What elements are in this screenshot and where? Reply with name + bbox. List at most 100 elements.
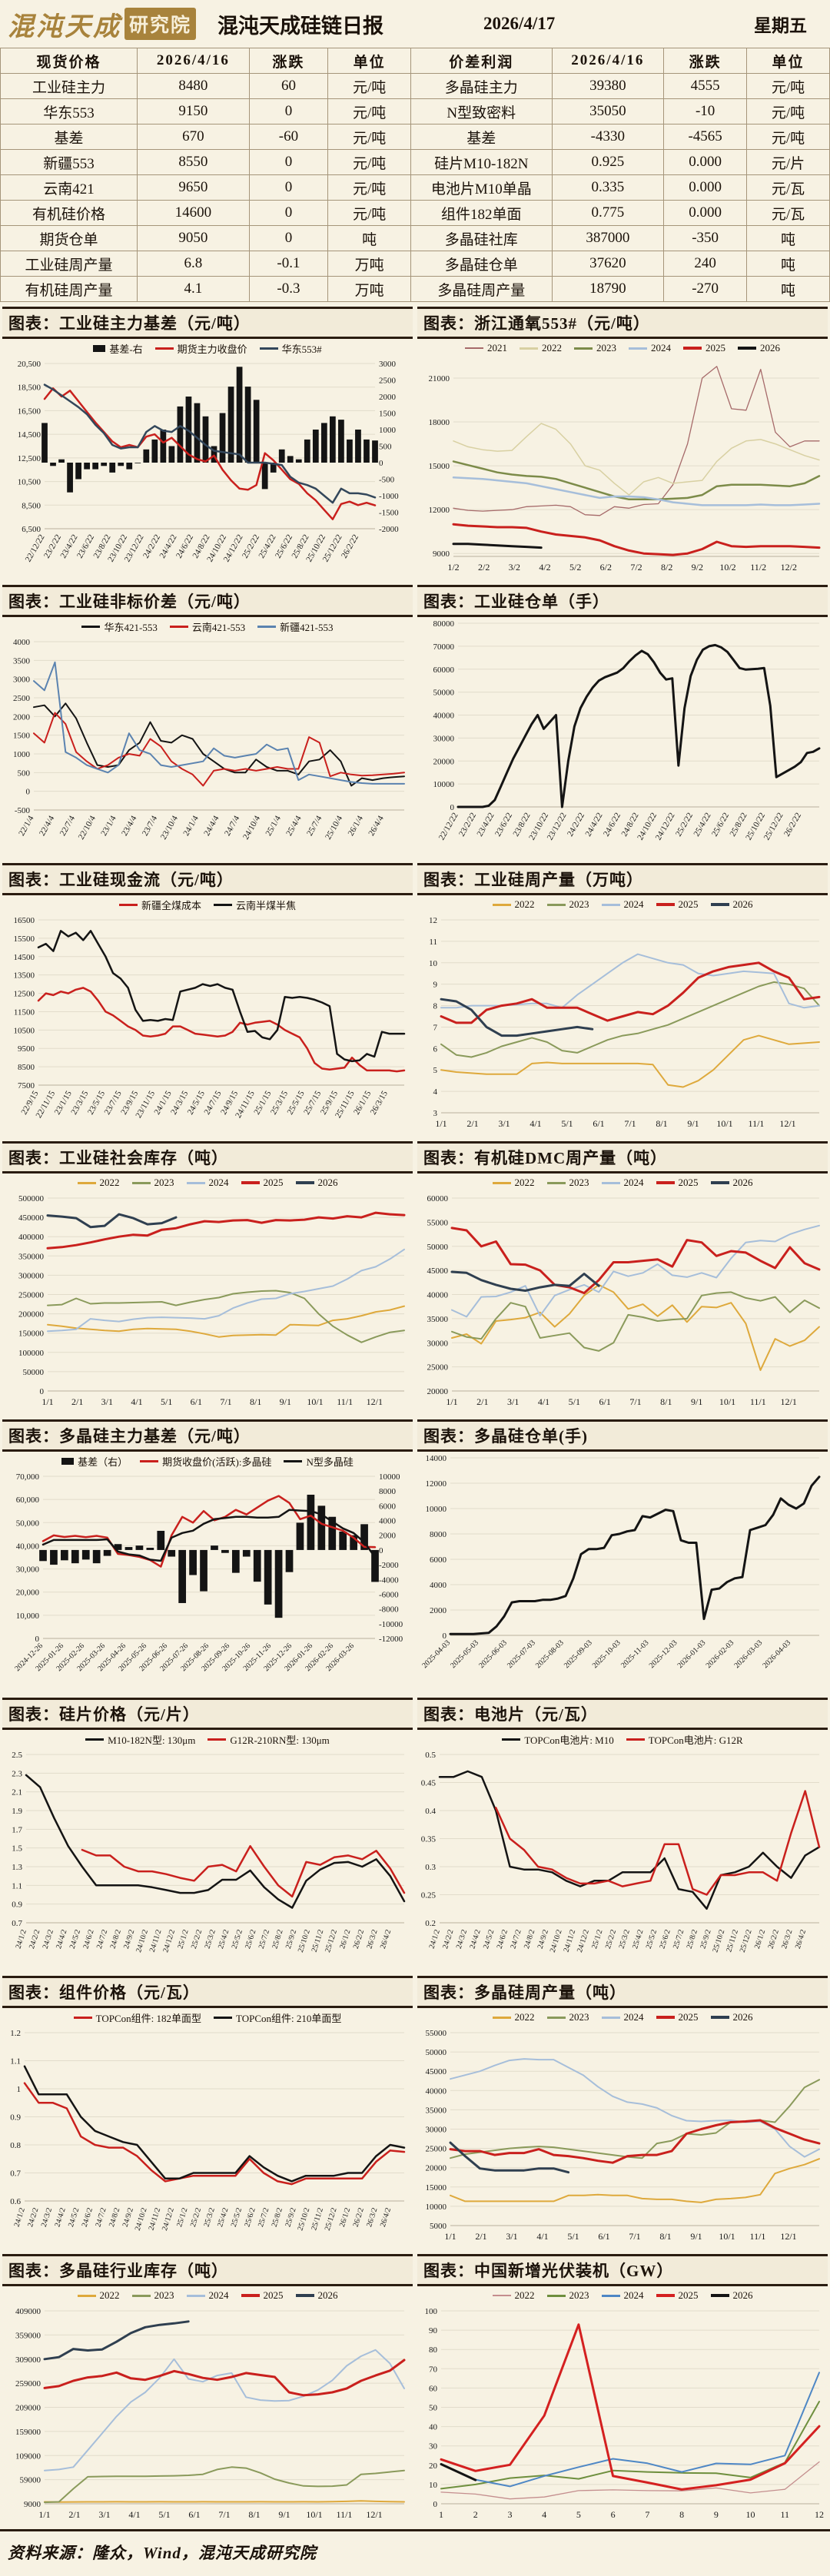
legend-label: 云南421-553: [191, 621, 246, 633]
legend-label: 2023: [569, 1177, 589, 1188]
svg-text:1/1: 1/1: [435, 1118, 447, 1129]
svg-text:9000: 9000: [24, 2500, 42, 2509]
table-cell: 吨: [746, 276, 830, 302]
svg-text:4: 4: [433, 1087, 438, 1097]
svg-text:25/6/2: 25/6/2: [658, 1929, 672, 1950]
legend-item: TOPCon电池片: M10: [502, 1732, 614, 1747]
svg-text:10/2: 10/2: [719, 562, 735, 573]
svg-text:2.5: 2.5: [12, 1751, 22, 1760]
svg-text:24/6/2: 24/6/2: [81, 1929, 95, 1950]
legend-label: 2026: [732, 2289, 753, 2301]
legend-item: 2026: [738, 342, 780, 354]
svg-text:25/2/2: 25/2/2: [190, 1929, 204, 1950]
table-row: 新疆553 8550 0 元/吨 硅片M10-182N 0.925 0.000 元/片: [0, 149, 830, 175]
price-table: 现货价格 2026/4/16 涨跌 单位 价差利润 2026/4/16 涨跌 单位 工业硅主力 8…: [0, 48, 830, 302]
table-cell: 240: [663, 251, 748, 277]
svg-text:25/12/2: 25/12/2: [324, 1929, 339, 1954]
svg-text:70,000: 70,000: [16, 1472, 40, 1482]
svg-text:3500: 3500: [13, 656, 31, 666]
svg-text:10: 10: [429, 2481, 438, 2490]
chart-cell-price: 图表：电池片（元/瓦） TOPCon电池片: M10 TOPCon电池片: G12R…: [415, 1693, 830, 1971]
legend-item: 2023: [131, 2289, 174, 2302]
svg-text:18,500: 18,500: [18, 383, 42, 393]
legend-swatch-icon: [574, 347, 593, 350]
chart-canvas: 55000 50000 45000 40000 35000 30000 25000 20000…: [426, 2029, 821, 2242]
svg-text:3000: 3000: [13, 676, 31, 685]
chart-legend: M10-182N型: 130μm G12R-210RN型: 130μm: [0, 1730, 415, 1748]
legend-label: 期货主力收盘价: [177, 343, 247, 355]
legend-item: 2024: [186, 2289, 229, 2302]
svg-text:24/10/4: 24/10/4: [241, 814, 262, 842]
svg-text:24/3/2: 24/3/2: [40, 2207, 54, 2229]
legend-item: 2022: [520, 342, 562, 354]
svg-text:5/1: 5/1: [569, 1396, 580, 1407]
svg-text:-2000: -2000: [379, 525, 399, 534]
legend-label: 2026: [760, 342, 780, 354]
svg-text:10/1: 10/1: [307, 1396, 323, 1407]
svg-text:50000: 50000: [433, 689, 455, 698]
legend-label: 2022: [514, 898, 535, 910]
svg-text:23/7/4: 23/7/4: [141, 814, 160, 838]
svg-text:59000: 59000: [20, 2476, 42, 2485]
chart-silicon-weekly-output: 图表：工业硅周产量（万吨） 2022 2023 2024 2025 2026 12 11 10 9…: [415, 858, 830, 1137]
table-cell: 多晶硅社库: [410, 225, 553, 251]
chart-title: 图表：中国新增光伏装机（GW）: [417, 2254, 828, 2286]
svg-text:24/1/4: 24/1/4: [181, 814, 201, 838]
svg-text:35000: 35000: [427, 1315, 449, 1324]
svg-text:1.5: 1.5: [12, 1844, 22, 1854]
svg-text:25/3/2: 25/3/2: [617, 1929, 631, 1950]
table-row: 华东553 9150 0 元/吨 N型致密料 35050 -10 元/吨: [0, 98, 830, 124]
table-header-cell: 价差利润: [410, 48, 553, 74]
table-cell: 元/吨: [327, 200, 412, 226]
svg-text:1/1: 1/1: [42, 1396, 53, 1407]
svg-text:55000: 55000: [427, 1218, 449, 1227]
svg-text:309000: 309000: [15, 2355, 42, 2365]
svg-text:6/2: 6/2: [600, 562, 612, 573]
svg-text:24/10/2: 24/10/2: [549, 1929, 564, 1954]
legend-swatch-icon: [710, 1181, 729, 1184]
svg-text:1500: 1500: [379, 410, 397, 419]
svg-text:25/11/2: 25/11/2: [725, 1929, 740, 1954]
svg-text:25/1/2: 25/1/2: [176, 1929, 190, 1950]
table-cell: 万吨: [327, 251, 412, 277]
svg-text:24/3/2: 24/3/2: [42, 1929, 55, 1950]
svg-text:0: 0: [26, 788, 31, 797]
svg-text:24/11/2: 24/11/2: [148, 1929, 164, 1954]
svg-text:2/1: 2/1: [476, 1396, 488, 1407]
svg-text:6: 6: [433, 1044, 438, 1054]
svg-text:159000: 159000: [15, 2428, 42, 2437]
svg-text:10/1: 10/1: [306, 2509, 322, 2520]
svg-text:8500: 8500: [18, 1063, 35, 1072]
legend-label: 2024: [623, 2289, 644, 2301]
chart-legend: 2022 2023 2024 2025 2026: [415, 2286, 830, 2305]
svg-text:8: 8: [433, 1002, 438, 1011]
svg-text:24/4/2: 24/4/2: [55, 1929, 68, 1950]
svg-text:2000: 2000: [13, 712, 31, 722]
svg-text:25/2/2: 25/2/2: [604, 1929, 618, 1950]
legend-label: TOPCon电池片: M10: [524, 1734, 614, 1746]
svg-text:11: 11: [429, 938, 437, 947]
table-cell: -350: [663, 225, 748, 251]
svg-text:450000: 450000: [18, 1213, 45, 1223]
svg-text:100000: 100000: [18, 1349, 45, 1358]
svg-text:2025-05-03: 2025-05-03: [449, 1638, 480, 1670]
svg-text:24/7/2: 24/7/2: [509, 1929, 523, 1950]
table-cell: 39380: [551, 73, 665, 99]
svg-text:500: 500: [18, 768, 31, 778]
chart-silicon-social-inventory: 图表：工业硅社会库存（吨） 2022 2023 2024 2025 2026 500000 4…: [0, 1137, 415, 1415]
chart-wafer-price: 图表：硅片价格（元/片） M10-182N型: 130μm G12R-210RN型:…: [0, 1693, 415, 1971]
svg-text:1/1: 1/1: [38, 2509, 50, 2520]
svg-text:22/10/4: 22/10/4: [77, 814, 98, 842]
chart-legend: 2022 2023 2024 2025 2026: [415, 1173, 830, 1192]
svg-text:4/1: 4/1: [530, 1118, 541, 1129]
svg-text:1000: 1000: [379, 426, 397, 435]
chart-legend: 基差（右） 期货收盘价(活跃):多晶硅 N型多晶硅: [0, 1452, 415, 1470]
svg-text:24/12/2: 24/12/2: [161, 2207, 176, 2232]
legend-label: 2026: [317, 2289, 338, 2301]
svg-text:24/5/2: 24/5/2: [482, 1929, 496, 1950]
svg-text:10500: 10500: [14, 1026, 35, 1035]
svg-text:3000: 3000: [379, 360, 397, 369]
legend-label: 2022: [99, 1177, 120, 1188]
legend-label: 2026: [732, 898, 753, 910]
